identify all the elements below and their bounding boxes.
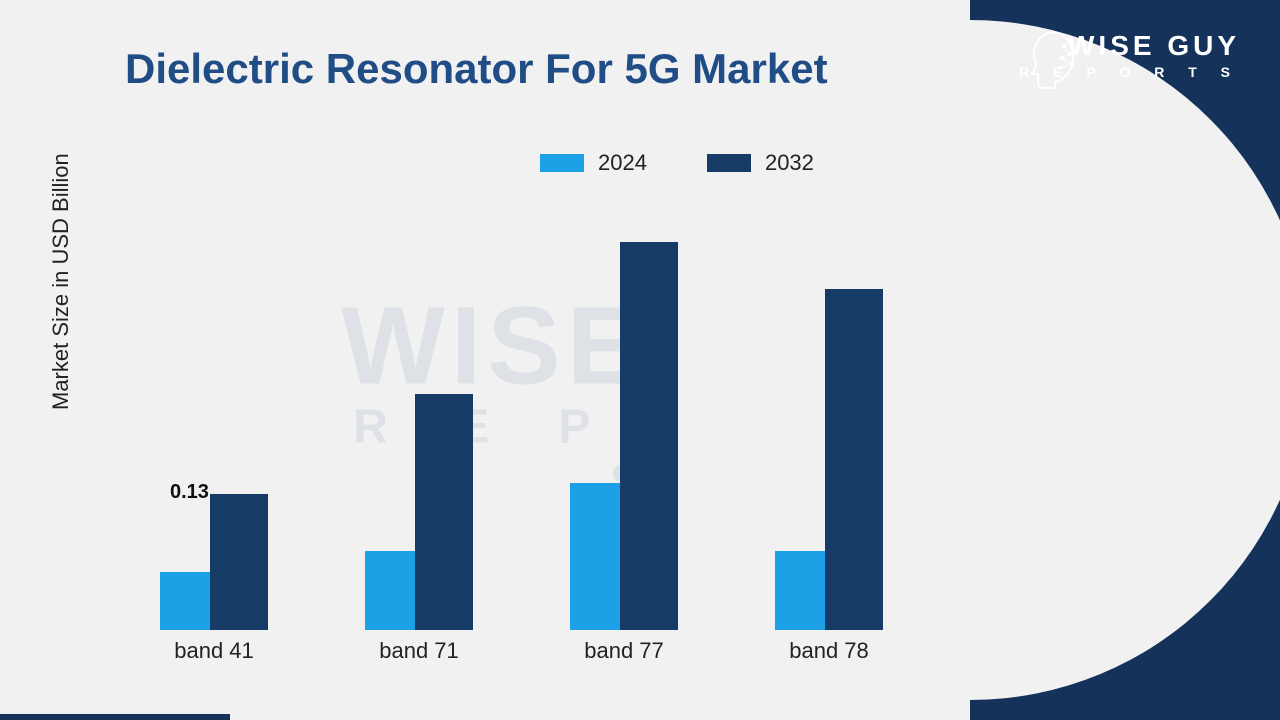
legend-label-2024: 2024 (598, 150, 647, 176)
plot-area: band 41 band 71 band 77 band 78 0.13 (140, 210, 960, 630)
logo-line2: R E P O R T S (1019, 64, 1240, 80)
bar-group: band 71 (365, 210, 473, 630)
y-axis-label: Market Size in USD Billion (48, 153, 74, 410)
logo-text: WISE GUY R E P O R T S (1019, 30, 1240, 80)
x-axis-label: band 78 (729, 630, 929, 664)
legend: 2024 2032 (540, 150, 814, 176)
legend-swatch-2032 (707, 154, 751, 172)
legend-swatch-2024 (540, 154, 584, 172)
legend-item-2032: 2032 (707, 150, 814, 176)
x-axis-label: band 77 (524, 630, 724, 664)
chart-title: Dielectric Resonator For 5G Market (125, 45, 828, 93)
bar-2032 (825, 289, 883, 630)
bar-2032 (620, 242, 678, 631)
legend-item-2024: 2024 (540, 150, 647, 176)
bar-group: band 78 (775, 210, 883, 630)
x-axis-label: band 41 (114, 630, 314, 664)
right-panel (970, 0, 1280, 720)
bar-value-label: 0.13 (170, 481, 209, 504)
logo-line1: WISE GUY (1019, 30, 1240, 62)
legend-label-2032: 2032 (765, 150, 814, 176)
bottom-border-accent (0, 714, 230, 720)
bar-group: band 41 (160, 210, 268, 630)
bar-group: band 77 (570, 210, 678, 630)
x-axis-label: band 71 (319, 630, 519, 664)
bar-2032 (415, 394, 473, 630)
chart-canvas: WISE GUY R E P O R T S WISE GUY R E P O … (0, 0, 1280, 720)
bar-2032 (210, 494, 268, 631)
